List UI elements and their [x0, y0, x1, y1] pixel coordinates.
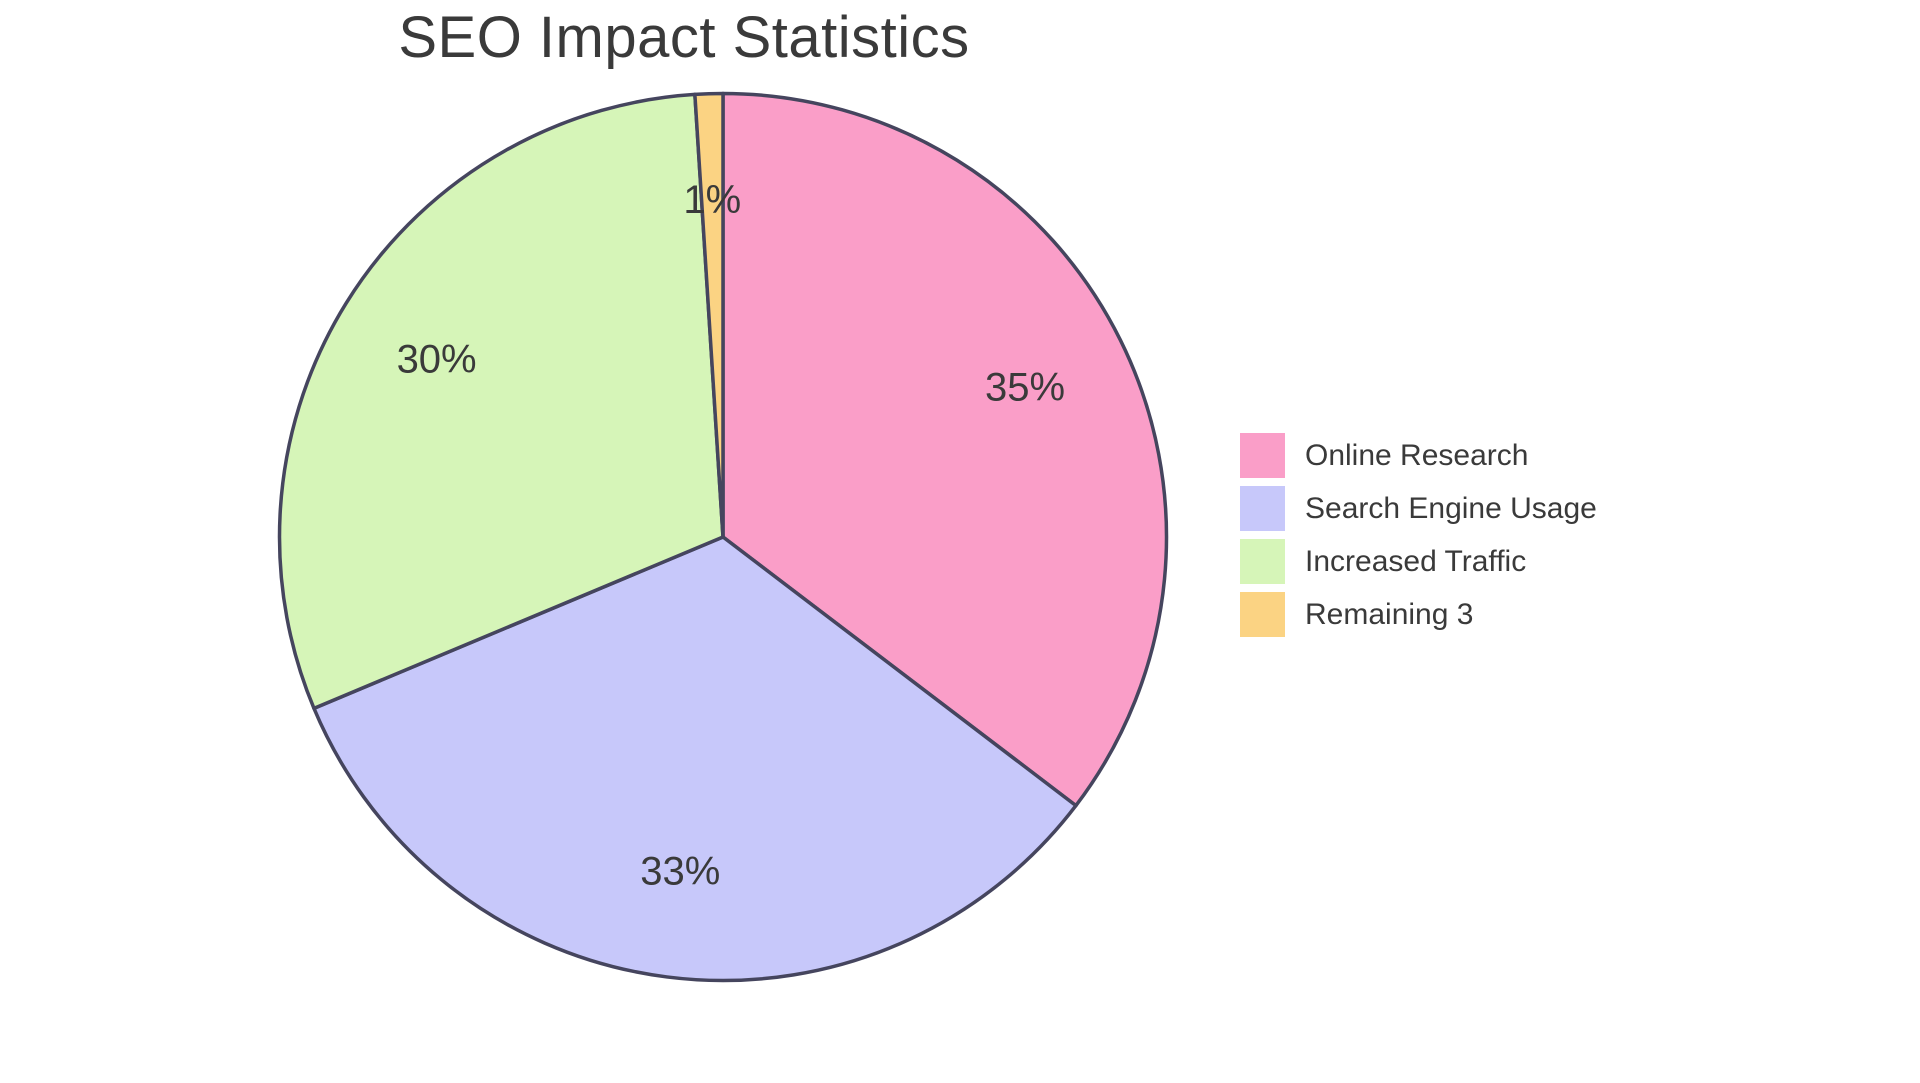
legend-item-remaining-3: Remaining 3: [1240, 592, 1597, 637]
pie-slice-online-research: [721, 91, 1169, 808]
legend-swatch-increased-traffic: [1240, 539, 1285, 584]
legend-item-increased-traffic: Increased Traffic: [1240, 539, 1597, 584]
legend-label: Search Engine Usage: [1305, 491, 1597, 525]
pie-slice-pct-label-3: 1%: [683, 178, 741, 222]
pie-slice-increased-traffic: [277, 92, 725, 711]
legend-swatch-search-engine-usage: [1240, 486, 1285, 531]
legend-swatch-remaining-3: [1240, 592, 1285, 637]
pie-slice-pct-label-1: 33%: [640, 849, 720, 893]
legend-label: Remaining 3: [1305, 597, 1474, 631]
legend-item-online-research: Online Research: [1240, 433, 1597, 478]
pie-slice-search-engine-usage: [312, 535, 1078, 983]
chart-title: SEO Impact Statistics: [398, 5, 970, 70]
pie-slice-remaining-3: [693, 91, 725, 539]
legend-label: Online Research: [1305, 438, 1529, 472]
legend-swatch-online-research: [1240, 433, 1285, 478]
legend: Online Research Search Engine Usage Incr…: [1240, 433, 1597, 645]
legend-item-search-engine-usage: Search Engine Usage: [1240, 486, 1597, 531]
pie-slice-pct-label-2: 30%: [397, 337, 477, 381]
legend-label: Increased Traffic: [1305, 544, 1527, 578]
pie-slice-pct-label-0: 35%: [985, 365, 1065, 409]
